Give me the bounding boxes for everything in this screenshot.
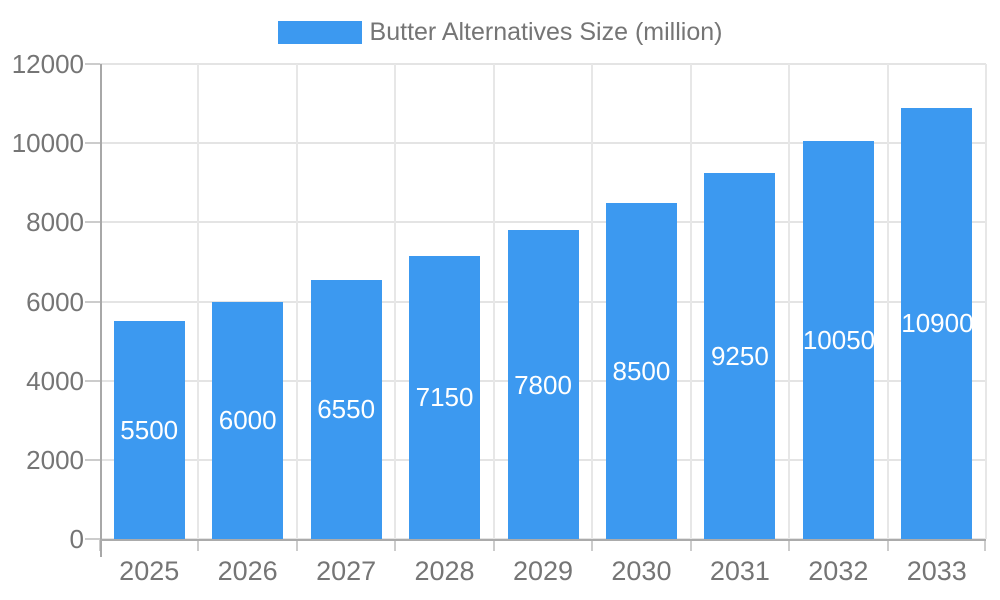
y-axis-label: 2000 — [26, 444, 84, 475]
bar[interactable] — [310, 279, 382, 539]
x-axis-label: 2028 — [414, 556, 475, 586]
y-axis-tick — [85, 221, 100, 224]
legend[interactable]: Butter Alternatives Size (million) — [0, 18, 1000, 47]
x-axis-tick — [886, 539, 889, 551]
x-axis-label: 2029 — [512, 556, 574, 586]
x-axis-label: 2030 — [611, 556, 672, 586]
x-axis-label: 2027 — [316, 556, 377, 586]
v-gridline — [788, 64, 791, 539]
v-gridline — [591, 64, 594, 539]
x-axis-tick — [394, 539, 397, 551]
y-axis-tick — [85, 300, 100, 303]
x-axis-label: 2033 — [906, 556, 967, 586]
y-axis-tick — [85, 458, 100, 461]
legend-swatch-icon — [277, 21, 362, 44]
y-axis-label: 12000 — [11, 49, 84, 79]
legend-label: Butter Alternatives Size (million) — [369, 18, 723, 46]
y-axis-label: 0 — [69, 524, 84, 554]
bar[interactable] — [113, 321, 185, 539]
bar[interactable] — [409, 255, 481, 539]
x-axis-tick — [492, 539, 495, 551]
x-axis-label: 2025 — [119, 556, 180, 586]
x-axis-label: 2032 — [808, 556, 869, 586]
x-axis-tick — [197, 539, 200, 551]
plot-area: 5500 6000 6550 7150 7800 8500 9250 10050 10900 — [85, 63, 987, 551]
x-axis-tick — [984, 539, 986, 551]
h-gridline — [100, 63, 986, 65]
y-axis-label: 10000 — [11, 128, 84, 159]
v-gridline — [985, 64, 987, 539]
x-axis-label: 2026 — [217, 556, 278, 586]
y-axis-tick — [85, 379, 100, 382]
bar[interactable] — [802, 141, 874, 539]
bar[interactable] — [507, 230, 579, 539]
h-gridline — [100, 221, 986, 224]
v-gridline — [492, 64, 495, 539]
x-axis-line — [100, 539, 986, 541]
y-axis-tick — [85, 538, 100, 540]
x-axis-tick — [689, 539, 692, 551]
x-axis-labels: 2025 2026 2027 2028 2029 2030 2031 2032 2033 — [100, 556, 986, 590]
y-axis-label: 8000 — [26, 207, 84, 238]
x-axis-label: 2031 — [709, 556, 770, 586]
bar[interactable] — [901, 107, 973, 539]
bar[interactable] — [704, 172, 776, 539]
x-axis-tick — [591, 539, 594, 551]
v-gridline — [689, 64, 692, 539]
y-axis-label: 6000 — [26, 286, 84, 317]
bar[interactable] — [212, 301, 284, 539]
y-axis-tick — [85, 63, 100, 65]
y-axis-tick — [85, 142, 100, 145]
h-gridline — [100, 142, 986, 145]
x-axis-tick — [788, 539, 791, 551]
bar[interactable] — [605, 202, 677, 539]
v-gridline — [394, 64, 397, 539]
y-axis-line — [100, 64, 102, 557]
v-gridline — [295, 64, 298, 539]
v-gridline — [886, 64, 889, 539]
v-gridline — [197, 64, 200, 539]
y-axis-label: 4000 — [26, 365, 84, 396]
x-axis-tick — [295, 539, 298, 551]
